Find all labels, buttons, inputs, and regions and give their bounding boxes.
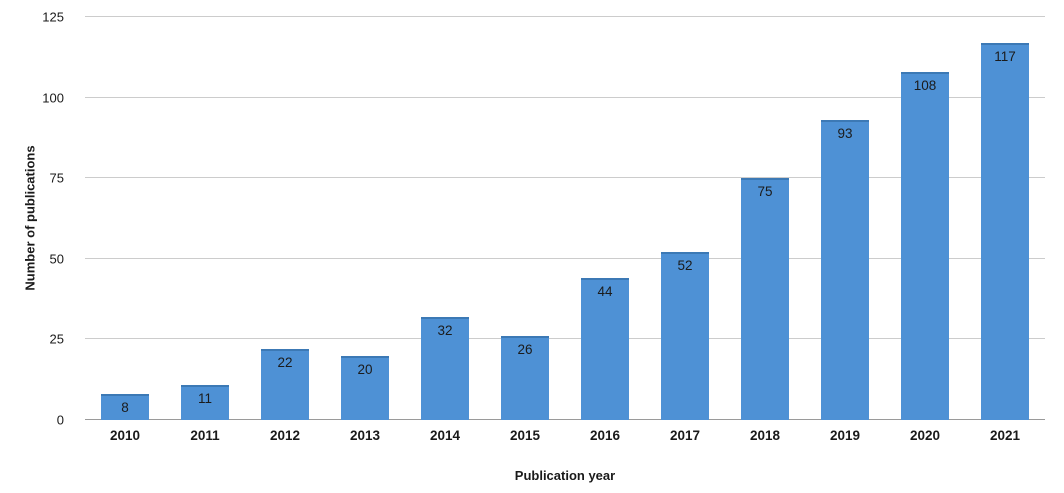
x-tick-label: 2017: [669, 428, 701, 443]
y-tick-label: 100: [42, 90, 64, 106]
x-tick-label: 2012: [269, 428, 301, 443]
x-tick-label: 2019: [829, 428, 861, 443]
bar-group-2019: 93: [805, 17, 885, 420]
gridline: [85, 16, 1045, 17]
bar-value-label: 26: [517, 342, 533, 358]
plot-area: 8 11 22 20 32 26 44 52 75 93 108 117: [85, 16, 1045, 420]
bar-group-2011: 11: [165, 17, 245, 420]
bar-group-2013: 20: [325, 17, 405, 420]
bar-value-label: 108: [913, 77, 937, 93]
x-tick-label: 2020: [909, 428, 941, 443]
gridline: [85, 96, 1045, 98]
bar-value-label: 11: [197, 390, 212, 406]
x-tick-label: 2013: [349, 428, 381, 443]
bar-group-2017: 52: [645, 17, 725, 420]
x-tick-label: 2021: [989, 428, 1021, 443]
bar-group-2016: 44: [565, 17, 645, 420]
bar-series: 8 11 22 20 32 26 44 52 75 93 108 117: [85, 17, 1045, 420]
x-axis-baseline: [85, 419, 1045, 420]
bar-2018: 75: [741, 178, 789, 420]
bar-value-label: 44: [597, 284, 613, 300]
bar-group-2010: 8: [85, 17, 165, 420]
x-tick-label: 2010: [109, 428, 141, 443]
x-tick-label: 2015: [509, 428, 541, 443]
bar-group-2012: 22: [245, 17, 325, 420]
bar-value-label: 93: [837, 126, 853, 142]
bar-2011: 11: [181, 384, 229, 420]
bar-group-2020: 108: [885, 17, 965, 420]
bar-2021: 117: [981, 42, 1029, 420]
bar-group-2015: 26: [485, 17, 565, 420]
bar-value-label: 75: [757, 184, 773, 200]
bar-group-2021: 117: [965, 17, 1045, 420]
bar-2010: 8: [101, 394, 149, 420]
bar-value-label: 32: [437, 322, 453, 338]
bar-2013: 20: [341, 355, 389, 420]
bar-2015: 26: [501, 336, 549, 420]
y-tick-label: 75: [49, 170, 64, 186]
x-tick-label: 2016: [589, 428, 621, 443]
x-axis-tick-labels: 2010 2011 2012 2013 2014 2015 2016 2017 2018 2019…: [85, 428, 1045, 443]
bar-2019: 93: [821, 120, 869, 420]
x-tick-label: 2014: [429, 428, 461, 443]
y-axis-tick-labels: 0 25 50 75 100 125: [14, 10, 64, 428]
y-tick-label: 50: [49, 251, 64, 267]
bar-2020: 108: [901, 71, 949, 420]
gridline: [85, 177, 1045, 179]
y-tick-label: 0: [56, 412, 64, 428]
bar-value-label: 8: [121, 400, 129, 416]
bar-group-2014: 32: [405, 17, 485, 420]
bar-value-label: 22: [277, 355, 293, 371]
y-tick-label: 25: [49, 331, 64, 347]
bar-value-label: 52: [677, 258, 693, 274]
x-tick-label: 2011: [190, 428, 220, 443]
y-tick-label: 125: [42, 9, 64, 25]
bar-2016: 44: [581, 278, 629, 420]
gridline: [85, 257, 1045, 259]
x-axis-title: Publication year: [514, 468, 616, 483]
gridline: [85, 338, 1045, 340]
bar-value-label: 20: [357, 361, 373, 377]
bar-2014: 32: [421, 316, 469, 420]
x-tick-label: 2018: [749, 428, 781, 443]
bar-2012: 22: [261, 349, 309, 420]
bar-2017: 52: [661, 252, 709, 420]
bar-value-label: 117: [994, 48, 1016, 64]
bar-group-2018: 75: [725, 17, 805, 420]
